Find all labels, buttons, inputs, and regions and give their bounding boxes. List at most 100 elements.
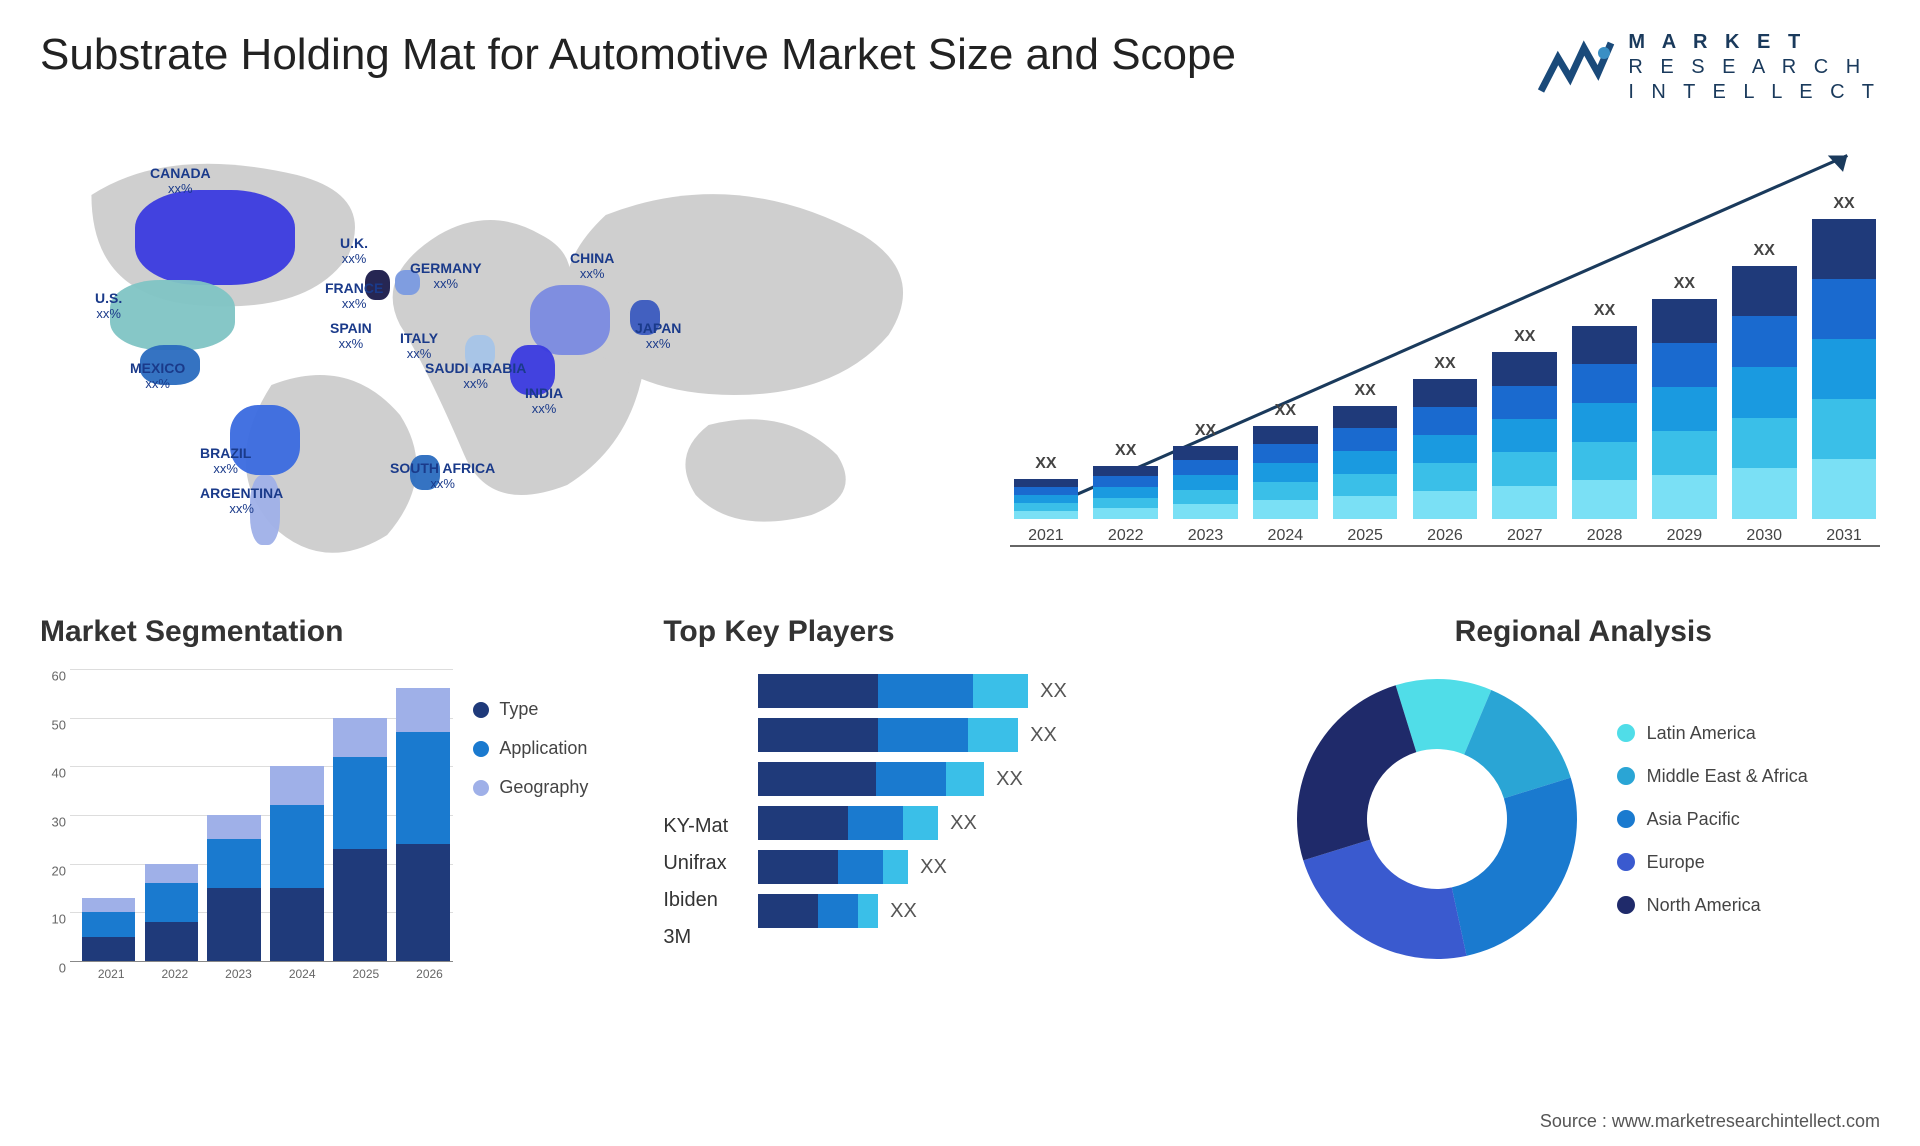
key-player-bar — [758, 806, 938, 840]
regional-legend-swatch — [1617, 810, 1635, 828]
year-bar-segment — [1333, 474, 1398, 497]
year-bar-segment — [1014, 503, 1079, 511]
key-players-panel: Top Key Players KY-Mat Unifrax Ibiden 3M XX… — [663, 615, 1256, 1035]
key-player-bar-segment — [758, 894, 818, 928]
seg-bar — [204, 815, 265, 961]
key-player-bar-segment — [883, 850, 908, 884]
seg-y-tick: 10 — [40, 912, 66, 927]
map-country-label: SAUDI ARABIAxx% — [425, 360, 526, 391]
seg-xaxis — [70, 961, 453, 962]
key-player-bar-row: XX — [758, 718, 1256, 752]
key-player-name: 3M — [663, 926, 728, 949]
key-players-title: Top Key Players — [663, 615, 1256, 649]
regional-legend-label: Asia Pacific — [1647, 809, 1740, 830]
year-bar: XX2028 — [1569, 302, 1641, 545]
seg-legend-label: Type — [499, 699, 538, 720]
year-bar-segment — [1652, 299, 1717, 343]
year-bar-segment — [1652, 387, 1717, 431]
key-player-bar-row: XX — [758, 850, 1256, 884]
donut-segment — [1303, 840, 1466, 959]
key-player-bar-row: XX — [758, 894, 1256, 928]
year-bar-segment — [1014, 495, 1079, 503]
year-bar: XX 2030 — [1728, 242, 1800, 545]
key-player-bar-segment — [973, 674, 1028, 708]
year-bar-segment — [1492, 419, 1557, 452]
year-bar-value: XX — [1434, 355, 1455, 373]
year-bar-segment — [1652, 431, 1717, 475]
seg-y-tick: 60 — [40, 669, 66, 684]
seg-bar-segment — [207, 815, 261, 839]
year-bar-segment — [1093, 487, 1158, 498]
year-bar-segment — [1413, 463, 1478, 491]
year-bar-label: 2026 — [1427, 527, 1463, 545]
map-country-label: SPAINxx% — [330, 320, 372, 351]
map-country-label: JAPANxx% — [635, 320, 681, 351]
world-map-panel: CANADAxx%U.S.xx%MEXICOxx%BRAZILxx%ARGENT… — [40, 135, 940, 575]
map-country-highlight — [135, 190, 295, 285]
key-player-name: Unifrax — [663, 852, 728, 875]
year-bar-label: 2022 — [1108, 527, 1144, 545]
seg-bar-segment — [82, 898, 136, 913]
key-player-bar — [758, 762, 984, 796]
year-bar-segment — [1093, 476, 1158, 487]
map-country-label: BRAZILxx% — [200, 445, 251, 476]
regional-donut-chart — [1287, 669, 1587, 969]
year-bar-segment — [1572, 326, 1637, 365]
regional-title: Regional Analysis — [1287, 615, 1880, 649]
year-bar-segment — [1014, 511, 1079, 519]
year-bar-segment — [1253, 463, 1318, 482]
key-player-value: XX — [950, 812, 977, 835]
logo-line1: M A R K E T — [1628, 30, 1880, 55]
year-bar-segment — [1333, 496, 1398, 519]
seg-bar-segment — [270, 766, 324, 805]
seg-legend-item: Type — [473, 699, 633, 720]
year-bar-value: XX — [1754, 242, 1775, 260]
year-bar-segment — [1492, 386, 1557, 419]
year-bar-segment — [1732, 468, 1797, 519]
year-bar-segment — [1492, 486, 1557, 519]
seg-bar-segment — [270, 805, 324, 888]
year-bar-label: 2024 — [1268, 527, 1304, 545]
year-bar-label: 2030 — [1746, 527, 1782, 545]
seg-year-label: 2025 — [353, 967, 380, 981]
year-bar-segment — [1253, 426, 1318, 445]
key-player-bar — [758, 894, 878, 928]
logo-line3: I N T E L L E C T — [1628, 80, 1880, 105]
seg-bar — [330, 718, 391, 961]
key-player-bar-row: XX — [758, 674, 1256, 708]
year-bar-value: XX — [1674, 275, 1695, 293]
seg-bar — [392, 688, 453, 961]
map-country-label: ITALYxx% — [400, 330, 438, 361]
segmentation-title: Market Segmentation — [40, 615, 633, 649]
year-bar-segment — [1572, 480, 1637, 519]
year-bar-segment — [1732, 266, 1797, 317]
seg-year-label: 2022 — [162, 967, 189, 981]
seg-y-tick: 20 — [40, 863, 66, 878]
regional-legend-label: North America — [1647, 895, 1761, 916]
key-player-name: KY-Mat — [663, 815, 728, 838]
seg-legend-swatch — [473, 702, 489, 718]
seg-year-label: 2021 — [98, 967, 125, 981]
seg-year-label: 2024 — [289, 967, 316, 981]
year-bar-segment — [1253, 482, 1318, 501]
year-bar-segment — [1812, 399, 1877, 459]
map-country-label: ARGENTINAxx% — [200, 485, 283, 516]
brand-logo: M A R K E T R E S E A R C H I N T E L L … — [1536, 30, 1880, 105]
donut-segment — [1451, 778, 1576, 956]
seg-bar-segment — [207, 888, 261, 961]
key-player-name: Ibiden — [663, 889, 728, 912]
year-bar-segment — [1652, 475, 1717, 519]
seg-legend-label: Application — [499, 738, 587, 759]
page-title: Substrate Holding Mat for Automotive Mar… — [40, 30, 1236, 80]
year-bar-segment — [1492, 452, 1557, 485]
year-bar-segment — [1173, 475, 1238, 490]
key-player-value: XX — [996, 768, 1023, 791]
regional-legend-item: North America — [1617, 895, 1808, 916]
regional-legend-swatch — [1617, 724, 1635, 742]
year-bar-segment — [1093, 466, 1158, 477]
seg-bar-segment — [145, 922, 199, 961]
key-player-value: XX — [920, 856, 947, 879]
map-country-label: SOUTH AFRICAxx% — [390, 460, 495, 491]
year-bar-segment — [1652, 343, 1717, 387]
year-bar-value: XX — [1195, 422, 1216, 440]
